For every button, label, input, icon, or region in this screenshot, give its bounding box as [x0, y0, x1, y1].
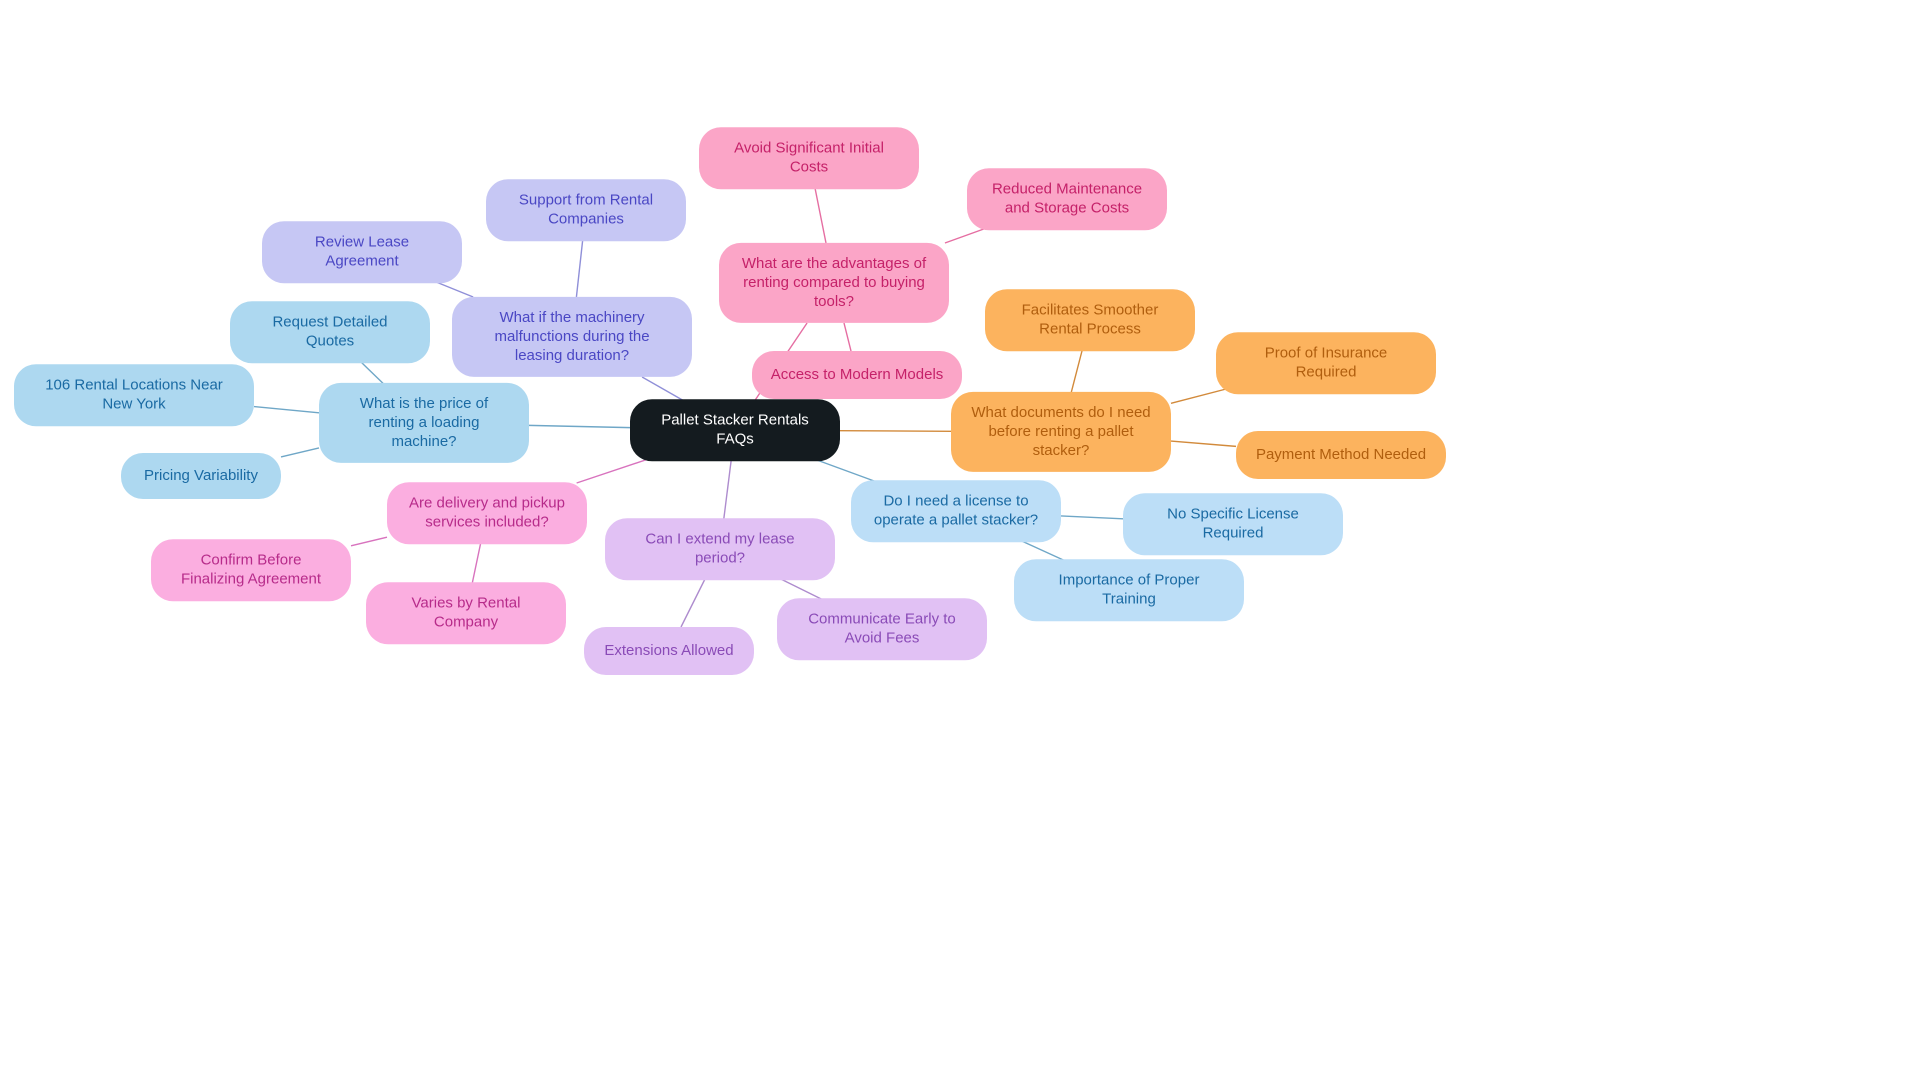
- node-q_adv_maint: Reduced Maintenance and Storage Costs: [967, 168, 1167, 230]
- node-q_malfunction: What if the machinery malfunctions durin…: [452, 297, 692, 377]
- edge: [351, 537, 387, 546]
- node-label: Payment Method Needed: [1256, 446, 1426, 465]
- node-q_advantages: What are the advantages of renting compa…: [719, 243, 949, 323]
- node-label: Access to Modern Models: [771, 366, 944, 385]
- node-label: Proof of Insurance Required: [1234, 344, 1418, 382]
- node-q_delivery_varies: Varies by Rental Company: [366, 582, 566, 644]
- node-q_extend: Can I extend my lease period?: [605, 518, 835, 580]
- node-q_docs_insurance: Proof of Insurance Required: [1216, 332, 1436, 394]
- node-q_adv_modern: Access to Modern Models: [752, 351, 962, 399]
- edge: [281, 448, 319, 457]
- edge: [681, 573, 708, 627]
- node-label: What is the price of renting a loading m…: [337, 395, 511, 451]
- node-q_docs_payment: Payment Method Needed: [1236, 431, 1446, 479]
- node-q_price_variability: Pricing Variability: [121, 453, 281, 499]
- node-label: What are the advantages of renting compa…: [737, 255, 931, 311]
- edge: [576, 240, 582, 297]
- edge: [254, 407, 319, 413]
- node-label: What documents do I need before renting …: [969, 404, 1153, 460]
- node-label: Facilitates Smoother Rental Process: [1003, 301, 1177, 339]
- edge: [945, 229, 984, 243]
- node-q_price_locations: 106 Rental Locations Near New York: [14, 364, 254, 426]
- node-label: Pricing Variability: [144, 467, 258, 486]
- node-q_license_no: No Specific License Required: [1123, 493, 1343, 555]
- edge: [814, 182, 826, 243]
- node-q_delivery_confirm: Confirm Before Finalizing Agreement: [151, 539, 351, 601]
- edge: [840, 431, 951, 432]
- node-label: Extensions Allowed: [604, 642, 733, 661]
- node-label: Communicate Early to Avoid Fees: [795, 610, 969, 648]
- node-q_docs: What documents do I need before renting …: [951, 392, 1171, 472]
- edge: [1070, 350, 1082, 397]
- edge: [844, 323, 851, 351]
- node-center: Pallet Stacker Rentals FAQs: [630, 399, 840, 461]
- edge: [1171, 441, 1236, 446]
- node-q_price: What is the price of renting a loading m…: [319, 383, 529, 463]
- edge: [1061, 516, 1123, 519]
- node-q_extend_comm: Communicate Early to Avoid Fees: [777, 598, 987, 660]
- node-label: Are delivery and pickup services include…: [405, 494, 569, 532]
- node-label: Support from Rental Companies: [504, 191, 668, 229]
- node-q_docs_smoother: Facilitates Smoother Rental Process: [985, 289, 1195, 351]
- node-q_delivery: Are delivery and pickup services include…: [387, 482, 587, 544]
- edge: [529, 425, 630, 427]
- node-label: 106 Rental Locations Near New York: [32, 376, 236, 414]
- node-label: Request Detailed Quotes: [248, 313, 412, 351]
- node-q_extend_allowed: Extensions Allowed: [584, 627, 754, 675]
- edge: [723, 455, 732, 525]
- node-label: No Specific License Required: [1141, 505, 1325, 543]
- node-label: Can I extend my lease period?: [623, 530, 817, 568]
- node-q_license_training: Importance of Proper Training: [1014, 559, 1244, 621]
- node-label: Varies by Rental Company: [384, 594, 548, 632]
- node-label: Confirm Before Finalizing Agreement: [169, 551, 333, 589]
- node-label: Review Lease Agreement: [280, 233, 444, 271]
- node-label: Reduced Maintenance and Storage Costs: [985, 180, 1149, 218]
- mindmap-canvas: Pallet Stacker Rentals FAQs What is the p…: [0, 0, 1920, 1083]
- node-q_malfunction_review: Review Lease Agreement: [262, 221, 462, 283]
- node-label: What if the machinery malfunctions durin…: [470, 309, 674, 365]
- node-q_price_quotes: Request Detailed Quotes: [230, 301, 430, 363]
- node-label: Do I need a license to operate a pallet …: [869, 492, 1043, 530]
- node-q_adv_initial: Avoid Significant Initial Costs: [699, 127, 919, 189]
- node-label: Pallet Stacker Rentals FAQs: [648, 411, 822, 449]
- node-label: Importance of Proper Training: [1032, 571, 1226, 609]
- node-label: Avoid Significant Initial Costs: [717, 139, 901, 177]
- node-q_license: Do I need a license to operate a pallet …: [851, 480, 1061, 542]
- node-q_malfunction_support: Support from Rental Companies: [486, 179, 686, 241]
